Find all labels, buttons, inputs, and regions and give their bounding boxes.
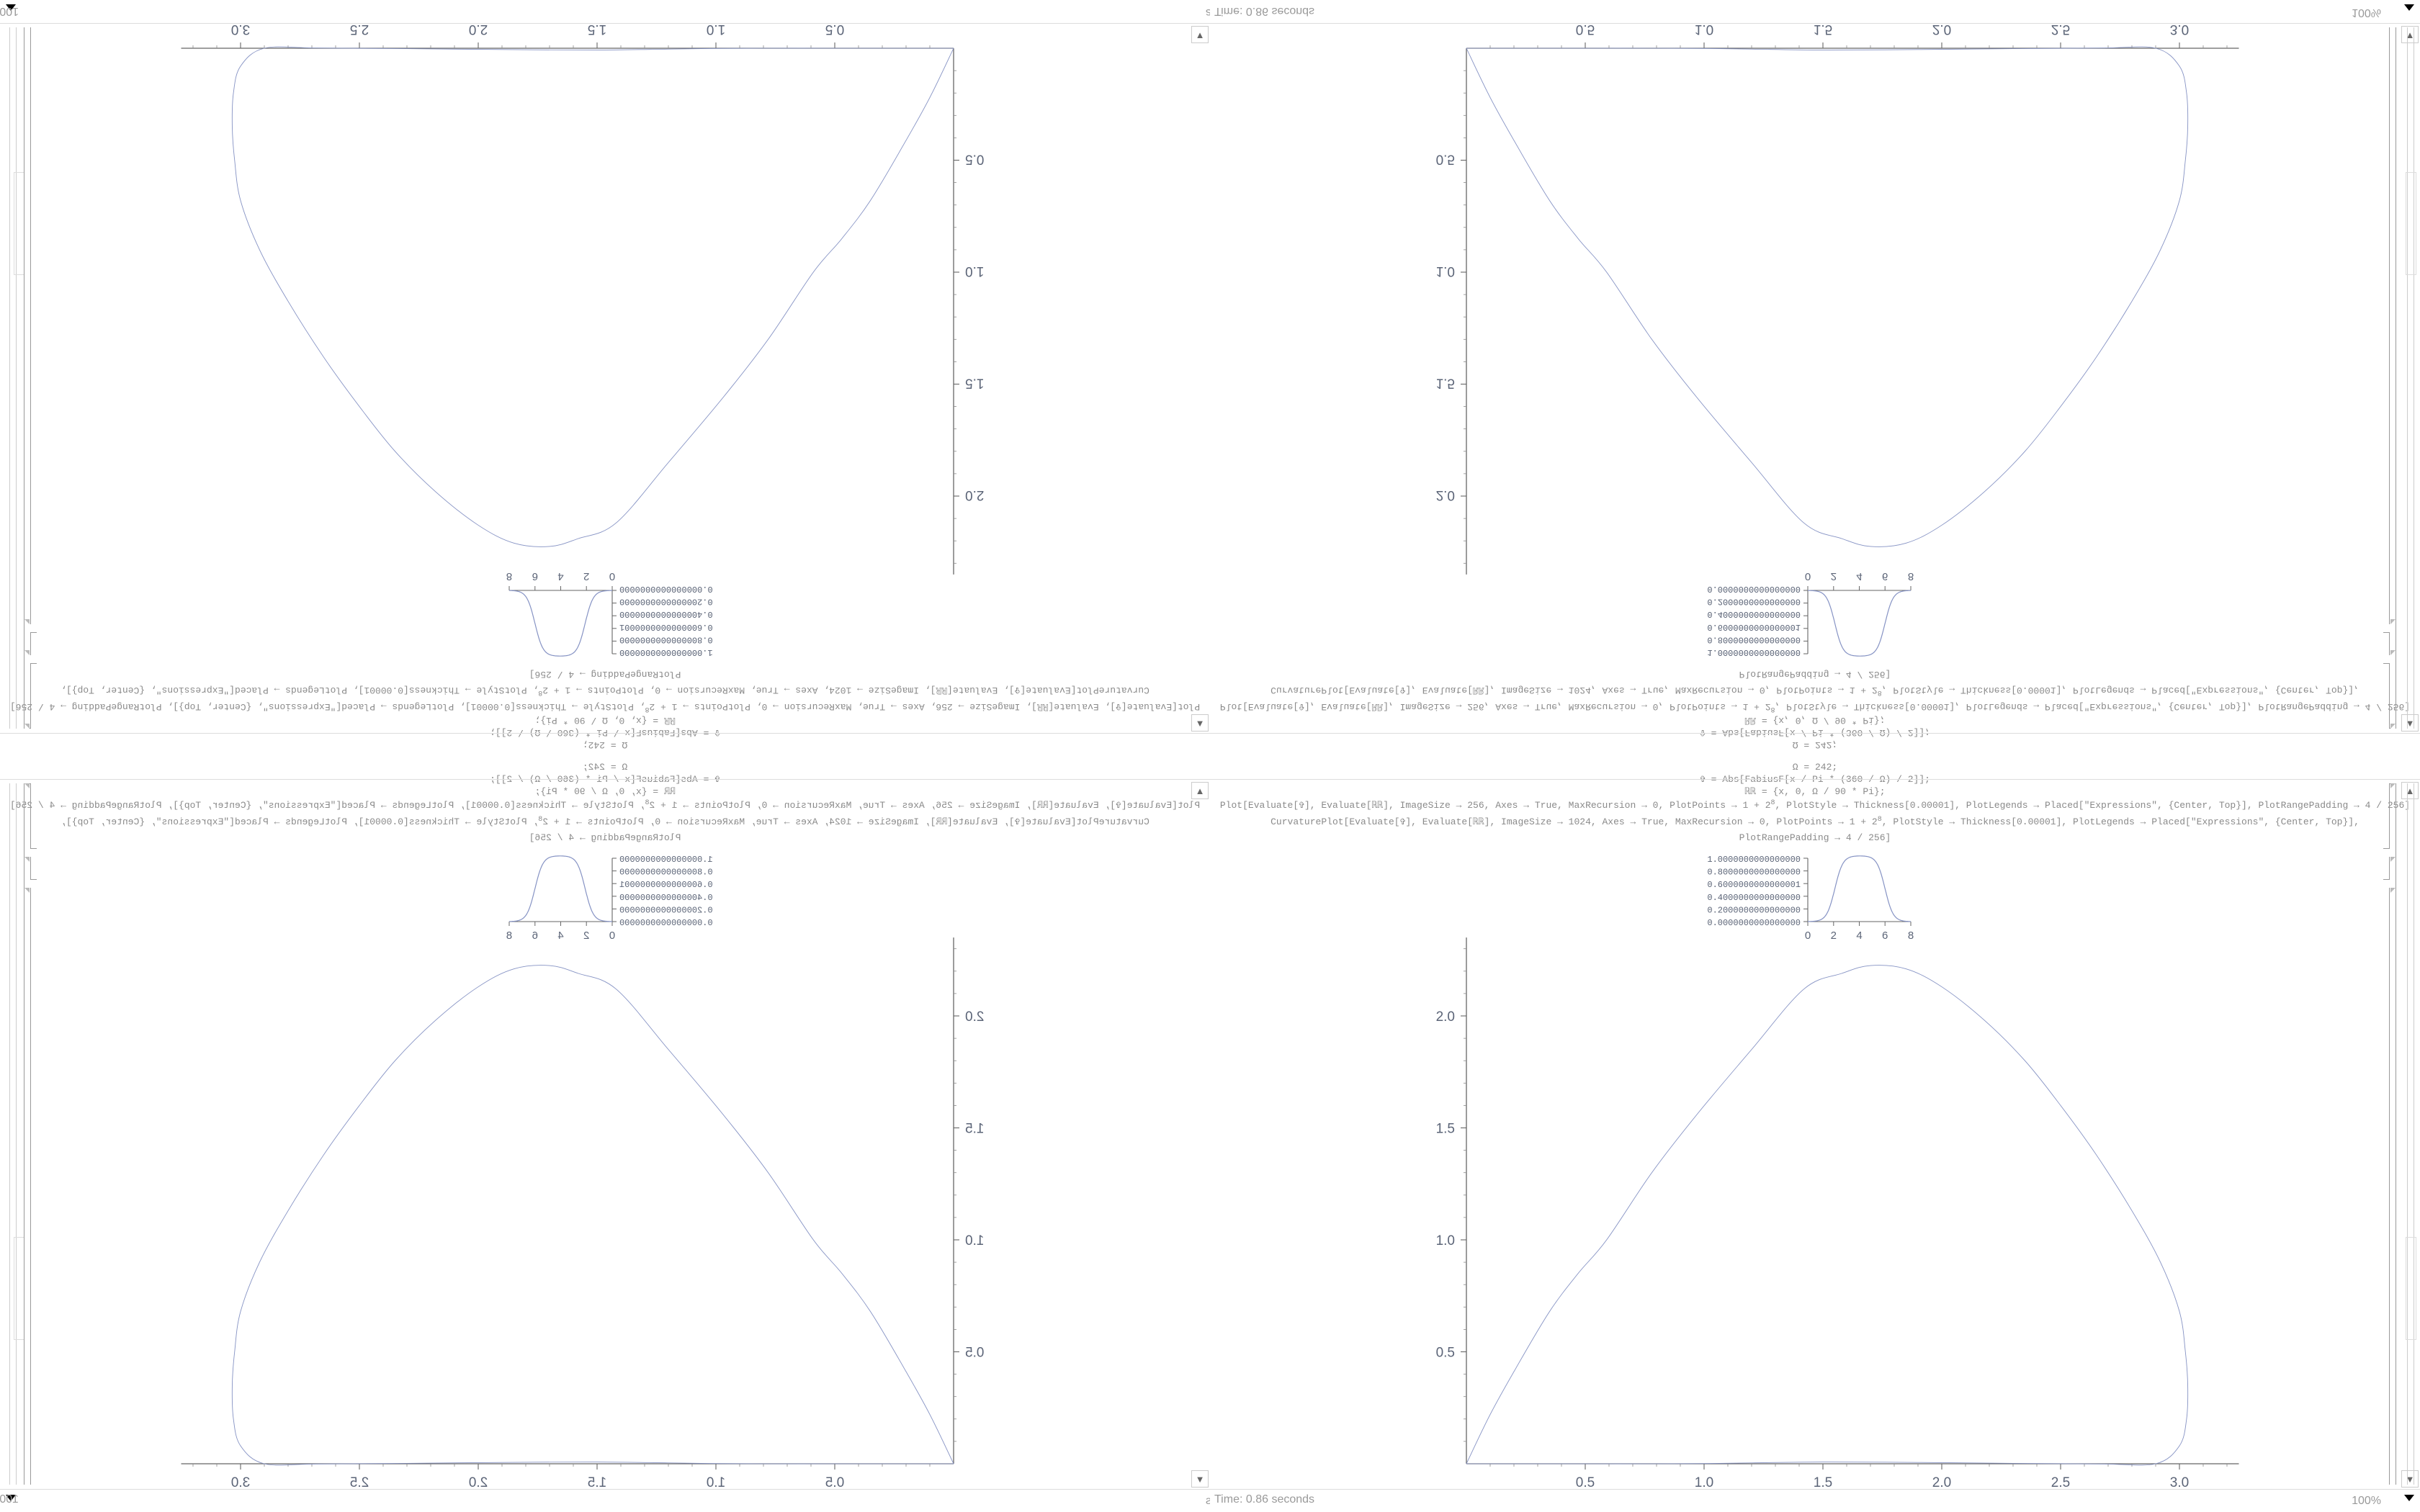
svg-text:2.0: 2.0	[1932, 1475, 1951, 1490]
svg-text:1.0000000000000000: 1.0000000000000000	[1707, 647, 1801, 657]
svg-text:2: 2	[1831, 570, 1837, 582]
svg-text:1.5: 1.5	[588, 22, 606, 37]
svg-text:0: 0	[1805, 930, 1811, 942]
svg-text:0.0000000000000000: 0.0000000000000000	[619, 918, 713, 928]
svg-text:0.2000000000000000: 0.2000000000000000	[619, 905, 713, 915]
svg-text:0.5: 0.5	[1576, 1475, 1595, 1490]
svg-text:2.0: 2.0	[965, 487, 984, 503]
svg-text:0.8000000000000000: 0.8000000000000000	[1707, 868, 1801, 878]
svg-text:4: 4	[1856, 570, 1862, 582]
svg-text:2: 2	[1831, 930, 1837, 942]
svg-text:1.5: 1.5	[1814, 1475, 1832, 1490]
svg-text:4: 4	[557, 570, 563, 582]
svg-text:1.5: 1.5	[965, 1122, 984, 1137]
svg-text:8: 8	[1908, 930, 1914, 942]
svg-text:0.2000000000000000: 0.2000000000000000	[1707, 905, 1801, 915]
svg-text:0.5: 0.5	[1436, 1346, 1455, 1361]
svg-text:8: 8	[506, 930, 512, 942]
svg-text:2.0: 2.0	[1436, 487, 1455, 503]
svg-text:3.0: 3.0	[231, 1475, 250, 1490]
svg-text:6: 6	[1882, 570, 1888, 582]
svg-text:2.0: 2.0	[1436, 1009, 1455, 1025]
svg-text:1.0000000000000000: 1.0000000000000000	[619, 647, 713, 657]
svg-text:0.6000000000000001: 0.6000000000000001	[1707, 880, 1801, 890]
svg-text:0.2000000000000000: 0.2000000000000000	[1707, 597, 1801, 607]
svg-text:1.5: 1.5	[1814, 22, 1832, 37]
svg-text:1.5: 1.5	[965, 376, 984, 391]
svg-text:4: 4	[557, 930, 563, 942]
svg-text:1.5: 1.5	[588, 1475, 606, 1490]
svg-text:6: 6	[532, 930, 538, 942]
svg-text:2.5: 2.5	[2051, 1475, 2070, 1490]
svg-text:0.0000000000000000: 0.0000000000000000	[1707, 584, 1801, 594]
svg-text:1.5: 1.5	[1436, 376, 1455, 391]
svg-text:1.0: 1.0	[965, 1233, 984, 1248]
svg-text:0.6000000000000001: 0.6000000000000001	[619, 880, 713, 890]
svg-text:1.0: 1.0	[707, 22, 725, 37]
svg-text:3.0: 3.0	[2170, 22, 2189, 37]
svg-text:0.4000000000000000: 0.4000000000000000	[619, 893, 713, 903]
svg-text:2.0: 2.0	[469, 22, 488, 37]
svg-text:0.5: 0.5	[965, 152, 984, 167]
svg-text:0: 0	[609, 570, 615, 582]
svg-text:0.4000000000000000: 0.4000000000000000	[619, 609, 713, 619]
svg-text:0.6000000000000001: 0.6000000000000001	[619, 622, 713, 632]
svg-text:2.5: 2.5	[350, 1475, 369, 1490]
svg-text:3.0: 3.0	[2170, 1475, 2189, 1490]
svg-text:0.5: 0.5	[825, 22, 844, 37]
svg-text:2.0: 2.0	[1932, 22, 1951, 37]
svg-text:0.2000000000000000: 0.2000000000000000	[619, 597, 713, 607]
svg-text:0.5: 0.5	[965, 1346, 984, 1361]
svg-text:2.5: 2.5	[350, 22, 369, 37]
svg-text:2: 2	[583, 570, 589, 582]
svg-text:0.6000000000000001: 0.6000000000000001	[1707, 622, 1801, 632]
svg-text:0.5: 0.5	[1436, 152, 1455, 167]
svg-text:0.5: 0.5	[825, 1475, 844, 1490]
svg-text:0.8000000000000000: 0.8000000000000000	[619, 868, 713, 878]
svg-text:6: 6	[1882, 930, 1888, 942]
svg-text:4: 4	[1856, 930, 1862, 942]
svg-text:6: 6	[532, 570, 538, 582]
svg-text:1.0: 1.0	[965, 264, 984, 279]
svg-text:2.0: 2.0	[469, 1475, 488, 1490]
svg-text:1.0: 1.0	[1436, 264, 1455, 279]
svg-text:0.0000000000000000: 0.0000000000000000	[619, 584, 713, 594]
svg-text:2.5: 2.5	[2051, 22, 2070, 37]
svg-text:2: 2	[583, 930, 589, 942]
svg-text:3.0: 3.0	[231, 22, 250, 37]
svg-text:1.0: 1.0	[1695, 1475, 1713, 1490]
svg-text:1.0: 1.0	[1436, 1233, 1455, 1248]
svg-text:0.8000000000000000: 0.8000000000000000	[1707, 634, 1801, 644]
svg-text:1.0000000000000000: 1.0000000000000000	[619, 855, 713, 865]
svg-text:0: 0	[609, 930, 615, 942]
svg-text:8: 8	[1908, 570, 1914, 582]
svg-text:1.0000000000000000: 1.0000000000000000	[1707, 855, 1801, 865]
svg-text:1.0: 1.0	[707, 1475, 725, 1490]
svg-text:1.5: 1.5	[1436, 1122, 1455, 1137]
svg-text:8: 8	[506, 570, 512, 582]
svg-text:0.4000000000000000: 0.4000000000000000	[1707, 609, 1801, 619]
svg-text:0.0000000000000000: 0.0000000000000000	[1707, 918, 1801, 928]
svg-text:0.4000000000000000: 0.4000000000000000	[1707, 893, 1801, 903]
svg-text:0.8000000000000000: 0.8000000000000000	[619, 634, 713, 644]
svg-text:0: 0	[1805, 570, 1811, 582]
svg-text:1.0: 1.0	[1695, 22, 1713, 37]
svg-text:2.0: 2.0	[965, 1009, 984, 1025]
svg-text:0.5: 0.5	[1576, 22, 1595, 37]
